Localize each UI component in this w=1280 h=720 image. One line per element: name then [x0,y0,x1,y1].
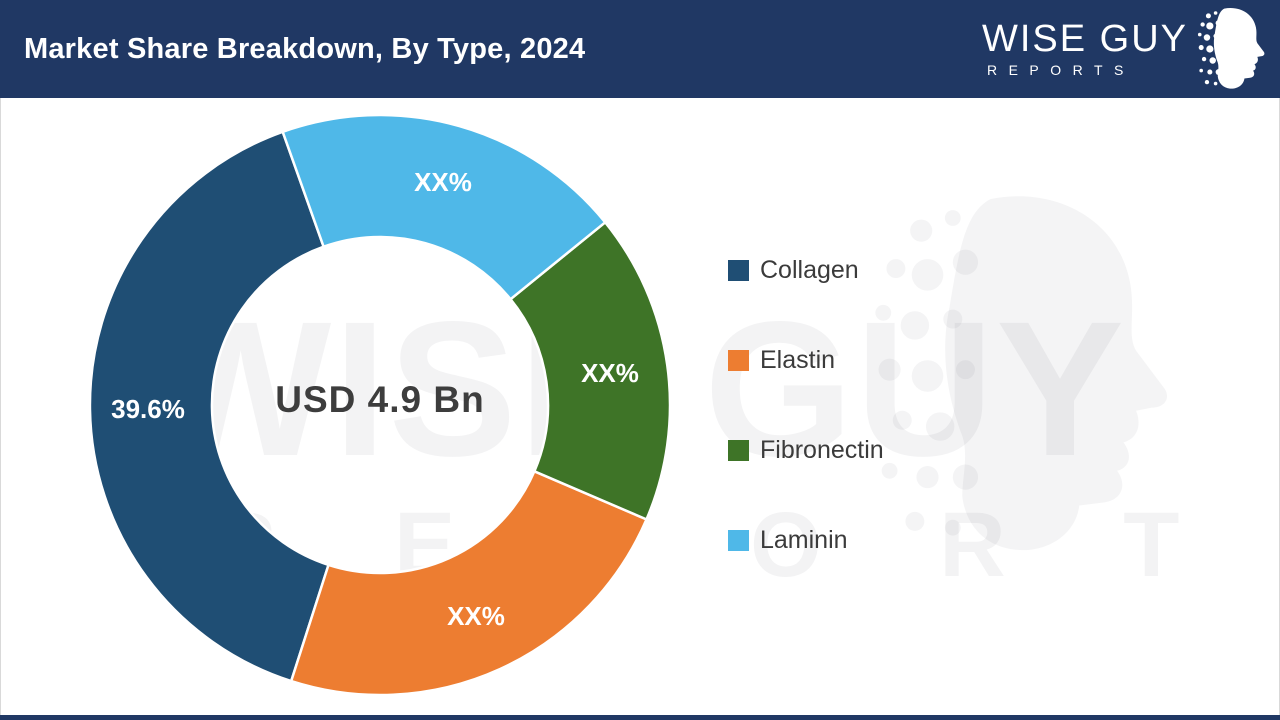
donut-slice-laminin [281,113,607,301]
donut-slice-elastin [289,469,649,697]
brand-logo: WISE GUY REPORTS [982,0,1266,98]
legend-item-fibronectin: Fibronectin [728,435,884,465]
slice-label-collagen: 39.6% [111,394,185,424]
slice-label-fibronectin: XX% [581,358,639,388]
donut-center-value: USD 4.9 Bn [275,379,485,420]
legend-swatch-fibronectin [728,439,749,461]
watermark-face-icon [875,196,1167,551]
legend-swatch-collagen [728,259,749,281]
legend-label-fibronectin: Fibronectin [760,435,884,464]
donut-slice-collagen [88,130,331,683]
chart-canvas: WISE GUY R E P O R T S 39.6%XX%XX%XX% US… [0,98,1280,720]
footer-accent-bar [0,715,1280,720]
legend-item-laminin: Laminin [728,525,884,555]
slice-label-laminin: XX% [414,167,472,197]
face-profile-icon [1197,8,1265,89]
page-title: Market Share Breakdown, By Type, 2024 [24,32,586,65]
brand-subtitle: REPORTS [986,62,1135,78]
legend-item-elastin: Elastin [728,345,884,375]
header-bar: Market Share Breakdown, By Type, 2024 WI… [0,0,1280,98]
slice-label-elastin: XX% [447,601,505,631]
brand-name: WISE GUY [981,18,1188,60]
donut-slice-fibronectin [508,220,672,522]
legend-item-collagen: Collagen [728,255,884,285]
brand-logo-text: WISE GUY REPORTS [982,20,1188,78]
legend-swatch-elastin [728,349,749,371]
legend-label-collagen: Collagen [760,255,859,284]
donut-chart: 39.6% XX% XX% XX% [88,113,672,697]
chart-legend: Collagen Elastin Fibronectin Laminin [728,255,884,555]
legend-swatch-laminin [728,529,749,551]
legend-label-laminin: Laminin [760,525,848,554]
legend-label-elastin: Elastin [760,345,836,374]
